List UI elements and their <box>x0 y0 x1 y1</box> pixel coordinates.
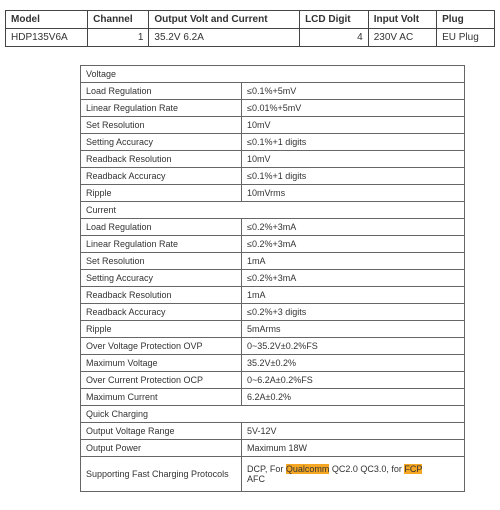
prot-mid: QC2.0 QC3.0, for <box>329 464 404 474</box>
c-load-reg-l: Load Regulation <box>81 219 242 236</box>
prot-hl1: Qualcomm <box>286 464 330 474</box>
c-maxc-l: Maximum Current <box>81 389 242 406</box>
prot-hl2: FCP <box>404 464 422 474</box>
spec-table: Voltage Load Regulation≤0.1%+5mV Linear … <box>80 65 465 492</box>
v-ripple-v: 10mVrms <box>242 185 465 202</box>
c-set-res-v: 1mA <box>242 253 465 270</box>
c-ovp-l: Over Voltage Protection OVP <box>81 338 242 355</box>
section-current: Current <box>81 202 465 219</box>
q-ovr-l: Output Voltage Range <box>81 423 242 440</box>
v-set-res-v: 10mV <box>242 117 465 134</box>
c-rb-acc-v: ≤0.2%+3 digits <box>242 304 465 321</box>
td-plug: EU Plug <box>437 29 495 47</box>
v-lin-reg-v: ≤0.01%+5mV <box>242 100 465 117</box>
c-lin-reg-l: Linear Regulation Rate <box>81 236 242 253</box>
prot-line2: AFC <box>247 474 265 484</box>
c-lin-reg-v: ≤0.2%+3mA <box>242 236 465 253</box>
q-op-v: Maximum 18W <box>242 440 465 457</box>
c-ocp-v: 0~6.2A±0.2%FS <box>242 372 465 389</box>
q-op-l: Output Power <box>81 440 242 457</box>
v-ripple-l: Ripple <box>81 185 242 202</box>
c-ripple-l: Ripple <box>81 321 242 338</box>
td-channel: 1 <box>88 29 149 47</box>
td-output: 35.2V 6.2A <box>149 29 300 47</box>
v-rb-res-v: 10mV <box>242 151 465 168</box>
th-plug: Plug <box>437 11 495 29</box>
v-rb-acc-v: ≤0.1%+1 digits <box>242 168 465 185</box>
model-table: Model Channel Output Volt and Current LC… <box>5 10 495 47</box>
c-maxv-l: Maximum Voltage <box>81 355 242 372</box>
c-set-acc-l: Setting Accuracy <box>81 270 242 287</box>
c-load-reg-v: ≤0.2%+3mA <box>242 219 465 236</box>
th-lcd: LCD Digit <box>300 11 369 29</box>
v-rb-acc-l: Readback Accuracy <box>81 168 242 185</box>
v-rb-res-l: Readback Resolution <box>81 151 242 168</box>
th-output: Output Volt and Current <box>149 11 300 29</box>
q-ovr-v: 5V-12V <box>242 423 465 440</box>
c-ripple-v: 5mArms <box>242 321 465 338</box>
td-input: 230V AC <box>368 29 436 47</box>
c-rb-res-v: 1mA <box>242 287 465 304</box>
c-maxc-v: 6.2A±0.2% <box>242 389 465 406</box>
c-ocp-l: Over Current Protection OCP <box>81 372 242 389</box>
c-ovp-v: 0~35.2V±0.2%FS <box>242 338 465 355</box>
v-set-acc-l: Setting Accuracy <box>81 134 242 151</box>
td-model: HDP135V6A <box>6 29 88 47</box>
c-rb-res-l: Readback Resolution <box>81 287 242 304</box>
td-lcd: 4 <box>300 29 369 47</box>
c-set-res-l: Set Resolution <box>81 253 242 270</box>
c-rb-acc-l: Readback Accuracy <box>81 304 242 321</box>
c-set-acc-v: ≤0.2%+3mA <box>242 270 465 287</box>
q-prot-v: DCP, For Qualcomm QC2.0 QC3.0, for FCP A… <box>242 457 465 492</box>
th-model: Model <box>6 11 88 29</box>
v-set-res-l: Set Resolution <box>81 117 242 134</box>
section-voltage: Voltage <box>81 66 465 83</box>
v-set-acc-v: ≤0.1%+1 digits <box>242 134 465 151</box>
v-load-reg-l: Load Regulation <box>81 83 242 100</box>
th-channel: Channel <box>88 11 149 29</box>
section-quick: Quick Charging <box>81 406 465 423</box>
v-lin-reg-l: Linear Regulation Rate <box>81 100 242 117</box>
q-prot-l: Supporting Fast Charging Protocols <box>81 457 242 492</box>
c-maxv-v: 35.2V±0.2% <box>242 355 465 372</box>
prot-pre: DCP, For <box>247 464 286 474</box>
th-input: Input Volt <box>368 11 436 29</box>
v-load-reg-v: ≤0.1%+5mV <box>242 83 465 100</box>
